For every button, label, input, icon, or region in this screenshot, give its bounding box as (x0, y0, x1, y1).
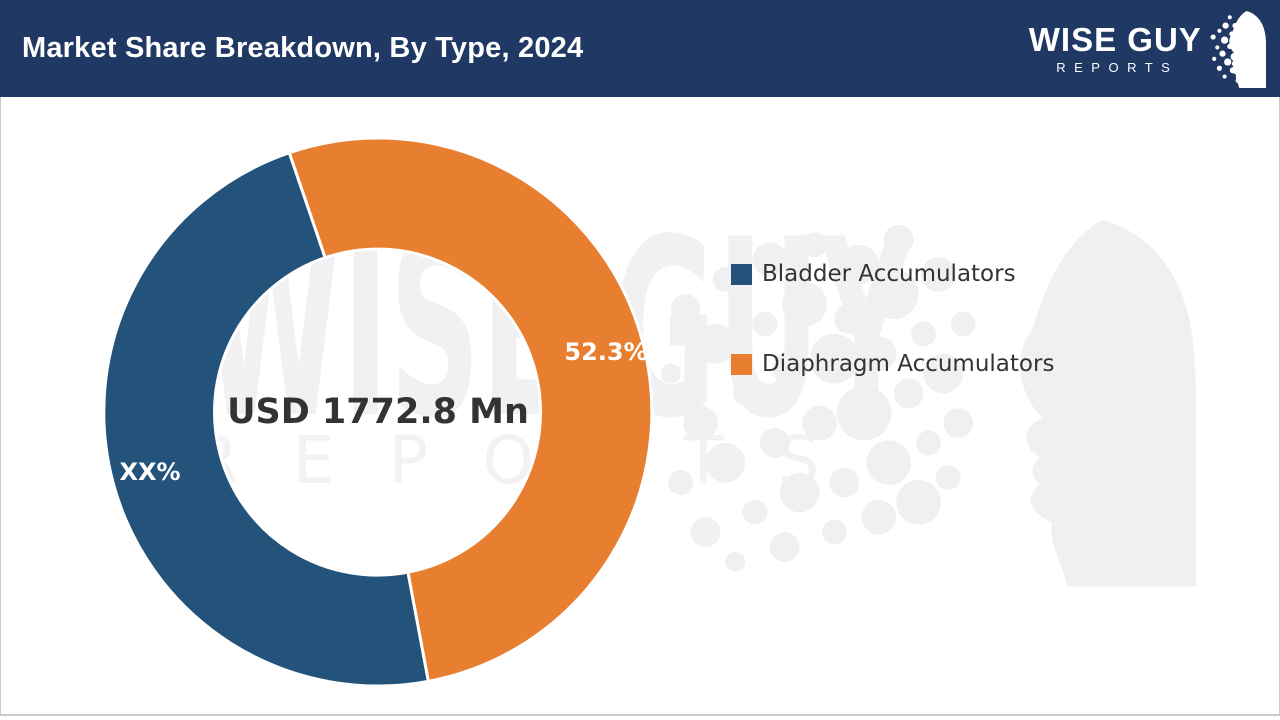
donut-chart (102, 136, 654, 688)
brand-face-icon (1210, 10, 1266, 88)
chart-area: WISE GUY REPORTS (0, 97, 1280, 716)
donut-slice-1 (287, 136, 654, 683)
brand-name: WISE GUY (1028, 20, 1202, 58)
brand-subtitle: REPORTS (1056, 59, 1179, 75)
header: Market Share Breakdown, By Type, 2024 WI… (0, 0, 1280, 97)
legend-item-diaphragm: Diaphragm Accumulators (731, 351, 1054, 377)
slice-label-bladder: XX% (119, 458, 181, 486)
donut-center-value: USD 1772.8 Mn (227, 392, 529, 432)
brand-logo: WISE GUY REPORTS (1029, 0, 1266, 97)
legend-label-diaphragm: Diaphragm Accumulators (762, 351, 1055, 377)
slice-label-diaphragm: 52.3% (564, 338, 648, 366)
legend-label-bladder: Bladder Accumulators (762, 261, 1016, 287)
legend-swatch-bladder (731, 263, 752, 285)
page-title: Market Share Breakdown, By Type, 2024 (22, 32, 584, 64)
legend-swatch-diaphragm (731, 353, 752, 375)
watermark-face-icon (660, 219, 1196, 587)
legend-item-bladder: Bladder Accumulators (731, 261, 1016, 287)
donut-slice-0 (102, 151, 430, 688)
brand-text: WISE GUY REPORTS (1029, 23, 1202, 75)
